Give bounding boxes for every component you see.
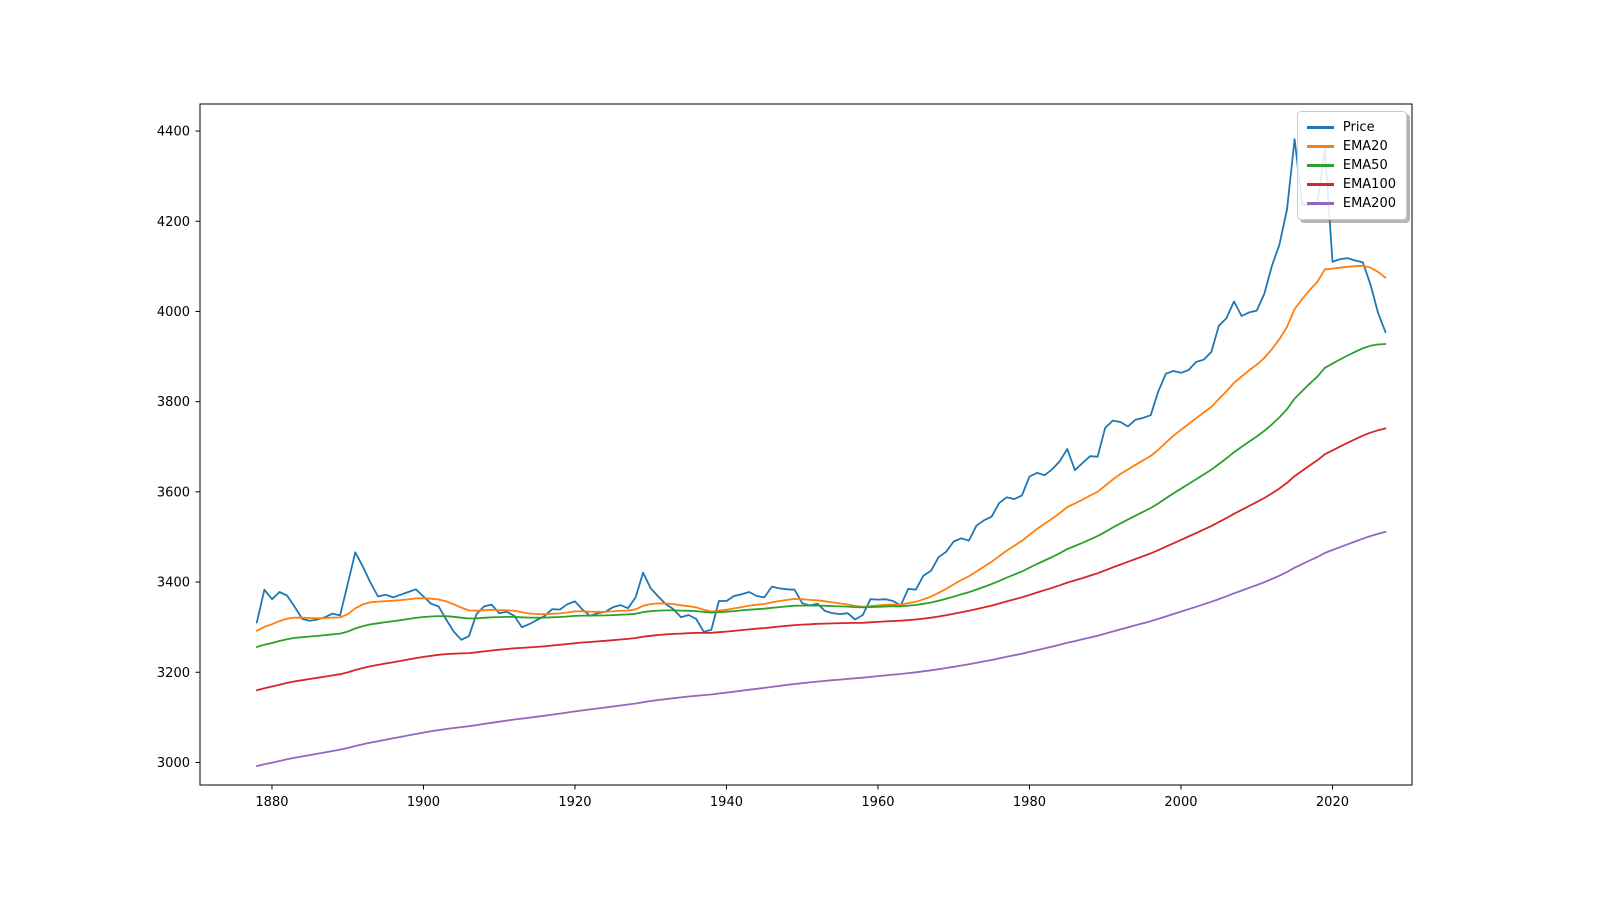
axes-frame (199, 103, 1413, 786)
x-axis-tick-label: 1940 (710, 795, 743, 810)
y-axis-tick-label: 4200 (157, 215, 190, 230)
legend-line-swatch-ema20 (1306, 145, 1334, 148)
y-axis-tick-label: 3200 (157, 666, 190, 681)
series-line-ema200 (255, 531, 1387, 767)
series-line-ema50 (255, 343, 1387, 648)
y-axis-tick-label: 3400 (157, 576, 190, 591)
legend-label-price: Price (1342, 120, 1375, 135)
y-axis-tick-label: 3000 (157, 756, 190, 771)
legend-item-ema50: EMA50 (1306, 156, 1396, 175)
x-axis-tick-label: 2020 (1316, 795, 1349, 810)
legend-label-ema200: EMA200 (1342, 196, 1396, 211)
legend: Price EMA20 EMA50 EMA100 EMA200 (1296, 111, 1407, 220)
y-axis-tick-label: 3600 (157, 485, 190, 500)
legend-item-ema100: EMA100 (1306, 175, 1396, 194)
legend-label-ema100: EMA100 (1342, 177, 1396, 192)
legend-line-swatch-ema50 (1306, 164, 1334, 167)
legend-label-ema20: EMA20 (1342, 139, 1388, 154)
x-axis-tick-label: 1980 (1013, 795, 1046, 810)
y-axis-tick-label: 4000 (157, 305, 190, 320)
y-axis-tick-label: 4400 (157, 125, 190, 140)
legend-item-ema20: EMA20 (1306, 137, 1396, 156)
series-line-ema20 (255, 264, 1387, 632)
legend-item-ema200: EMA200 (1306, 194, 1396, 213)
x-axis-tick-label: 1960 (861, 795, 894, 810)
legend-line-swatch-price (1306, 126, 1334, 129)
x-axis-tick-label: 2000 (1164, 795, 1197, 810)
series-line-price (255, 138, 1387, 641)
legend-line-swatch-ema100 (1306, 183, 1334, 186)
series-line-ema100 (255, 427, 1387, 692)
x-axis-tick-label: 1920 (558, 795, 591, 810)
x-axis-tick-label: 1880 (255, 795, 288, 810)
legend-item-price: Price (1306, 118, 1396, 137)
legend-label-ema50: EMA50 (1342, 158, 1388, 173)
x-axis-tick-label: 1900 (407, 795, 440, 810)
legend-line-swatch-ema200 (1306, 202, 1334, 205)
y-axis-tick-label: 3800 (157, 395, 190, 410)
